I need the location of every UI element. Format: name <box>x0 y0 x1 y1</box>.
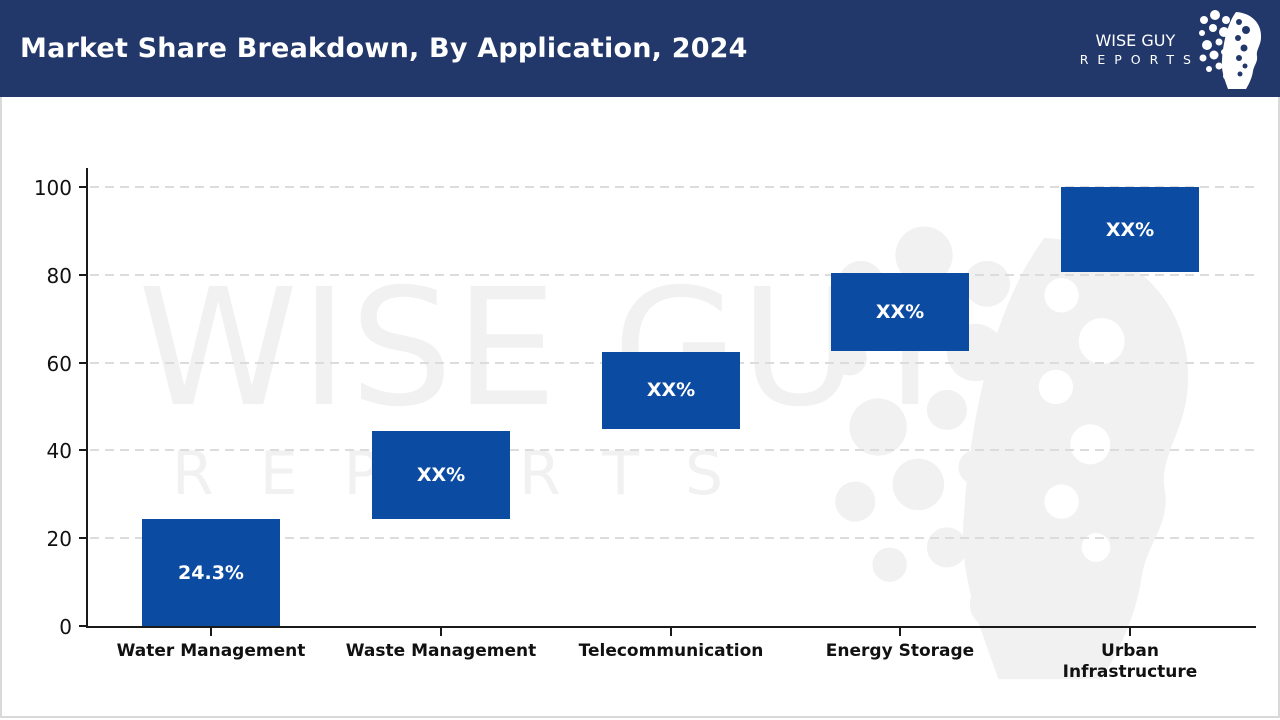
bar-value-label: XX% <box>416 463 466 486</box>
bar-value-label: 24.3% <box>178 561 244 584</box>
y-tick-mark <box>79 186 88 188</box>
y-tick-mark <box>79 625 88 627</box>
bar <box>831 273 969 352</box>
x-tick-label: Water Management <box>116 641 306 661</box>
page-title: Market Share Breakdown, By Application, … <box>20 33 748 64</box>
gridline <box>90 186 1256 188</box>
x-tick-label: Energy Storage <box>825 641 975 661</box>
brand-logo: WISE GUY WISE GUY REPORTS <box>1071 6 1266 92</box>
y-axis-line <box>86 168 88 628</box>
y-tick-label: 0 <box>59 615 72 639</box>
x-axis-line <box>86 626 1256 628</box>
x-tick-label: Urban Infrastructure <box>1062 641 1198 683</box>
y-tick-label: 60 <box>46 351 72 376</box>
bar-value-label: XX% <box>1105 218 1155 241</box>
y-tick-label: 40 <box>46 439 72 464</box>
chart-plot-area: 0 20 40 60 80 100 24.3% XX% XX% XX% XX% Water Manag… <box>0 97 1280 720</box>
bar <box>372 430 510 520</box>
y-tick-mark <box>79 273 88 276</box>
x-tick-mark <box>440 628 442 636</box>
y-tick-mark <box>79 361 88 364</box>
x-tick-mark <box>210 628 212 636</box>
y-tick-label: 80 <box>46 263 72 288</box>
bar-value-label: XX% <box>646 379 696 402</box>
brand-logo-name: WISE GUY <box>1095 31 1176 50</box>
y-tick-label: 20 <box>46 527 72 552</box>
gridline <box>90 537 1256 540</box>
x-tick-mark <box>899 628 901 636</box>
bar-value-label: XX% <box>875 301 925 324</box>
head-profile-logo-icon <box>1199 10 1262 89</box>
x-tick-mark <box>1129 628 1131 636</box>
gridline <box>90 273 1256 276</box>
x-tick-label: Telecommunication <box>578 641 764 661</box>
x-tick-mark <box>670 628 672 636</box>
bar <box>602 352 740 429</box>
x-tick-label: Waste Management <box>345 641 537 661</box>
y-tick-label: 100 <box>33 176 72 200</box>
brand-logo-sub: REPORTS <box>1079 52 1200 67</box>
bar <box>1061 187 1199 273</box>
bar <box>142 519 280 626</box>
y-tick-mark <box>79 449 88 452</box>
y-tick-mark <box>79 537 88 540</box>
gridline <box>90 449 1256 452</box>
header-bar: Market Share Breakdown, By Application, … <box>0 0 1280 97</box>
